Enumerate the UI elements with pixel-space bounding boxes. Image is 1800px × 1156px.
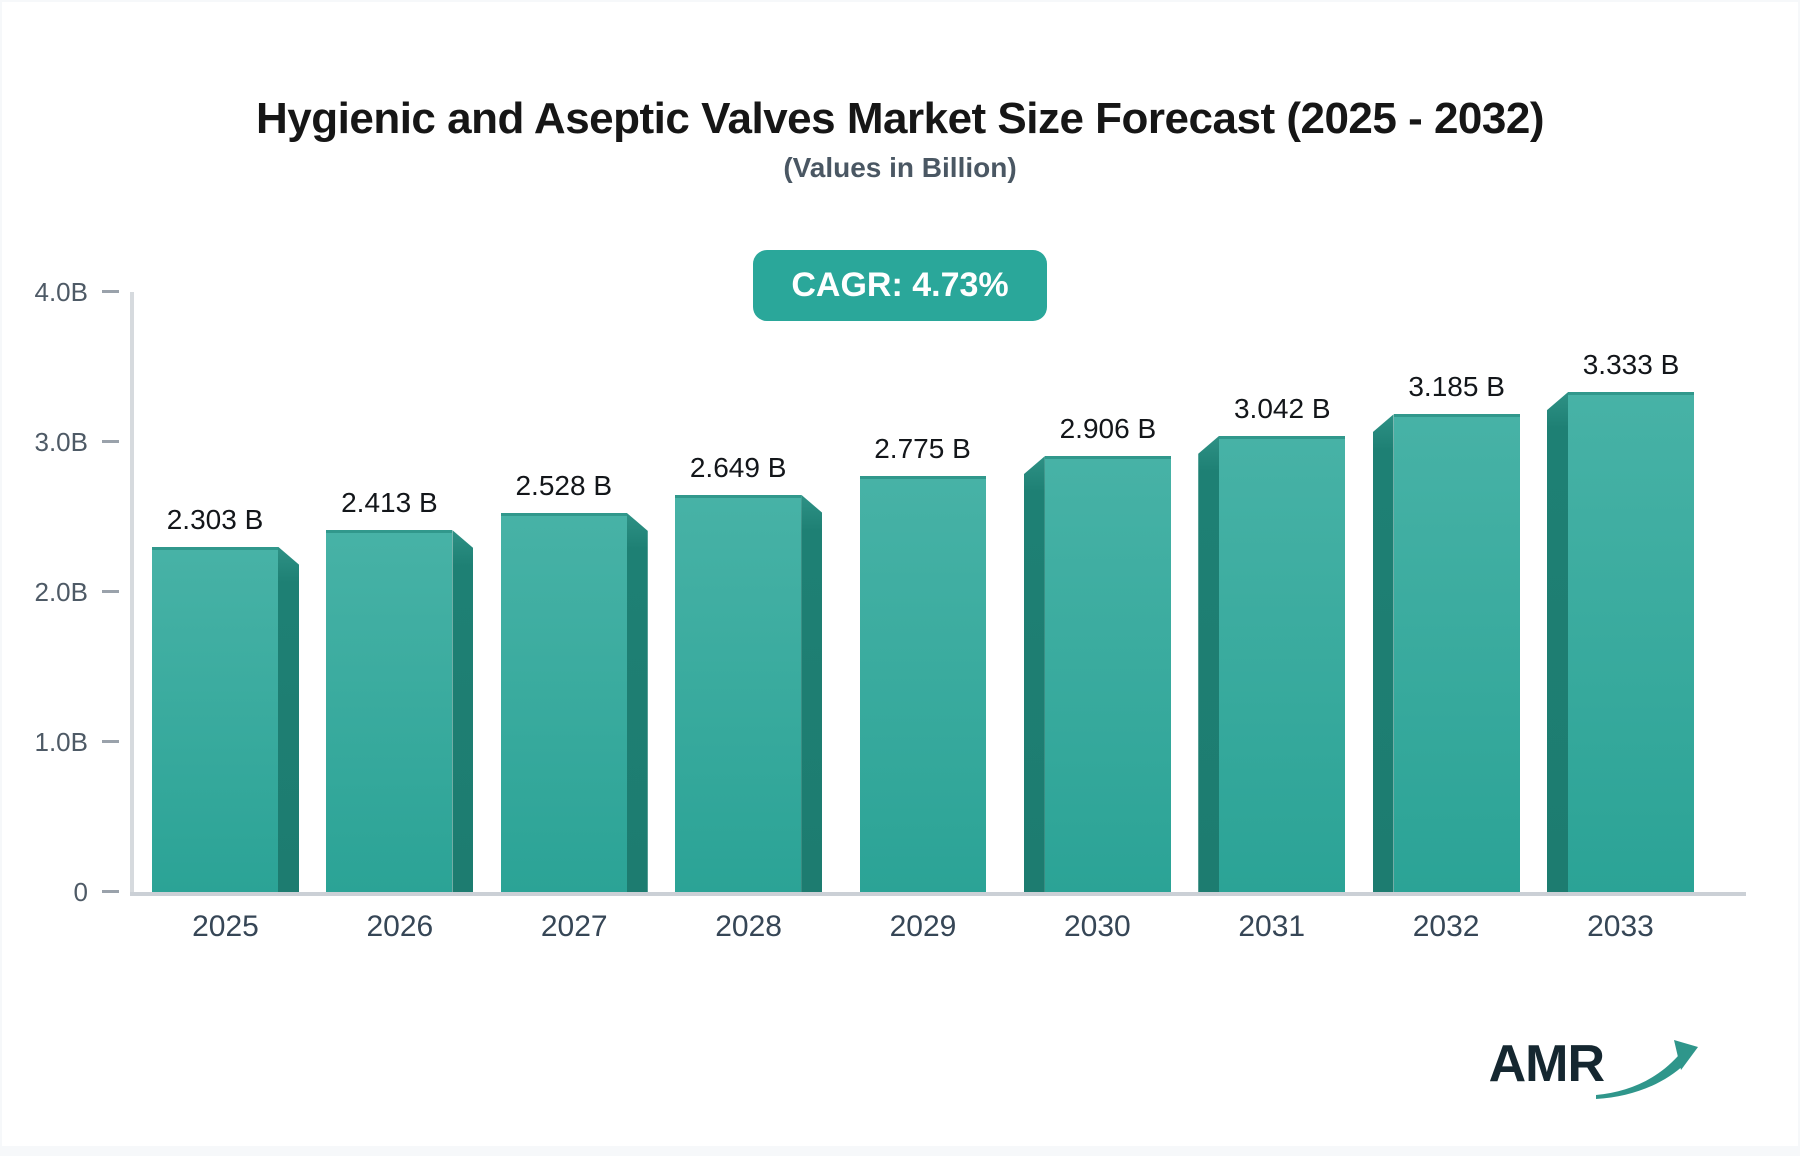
bar-3d-side <box>626 512 648 892</box>
bar-3d-side <box>1023 456 1045 892</box>
bar-2029: 2.775 B 2029 <box>850 433 997 943</box>
bar-3d-side <box>1547 392 1568 892</box>
x-axis-label-2025: 2025 <box>192 910 259 943</box>
bar-2026: 2.413 B 2026 <box>326 487 474 943</box>
bar-3d-side <box>1372 414 1394 892</box>
y-tick-label: 0 <box>73 877 88 907</box>
x-axis-label-2029: 2029 <box>889 910 957 943</box>
bar-value-label: 2.413 B <box>341 487 438 519</box>
cagr-badge-row: CAGR: 4.73% <box>2 250 1798 321</box>
bar-face <box>326 530 453 892</box>
plot-area: 4.0B 3.0B 2.0B 1.0B 0 2.303 B 2025 2.413 B 2026… <box>35 277 1746 943</box>
bar-face <box>1044 456 1171 892</box>
chart-subtitle: (Values in Billion) <box>783 152 1017 183</box>
bar-face <box>1568 392 1694 892</box>
bar-value-label: 2.528 B <box>515 469 613 501</box>
x-axis-label-2032: 2032 <box>1412 910 1480 943</box>
x-axis-label-2033: 2033 <box>1587 910 1654 943</box>
x-axis-baseline <box>130 892 1746 896</box>
growth-arrow-icon <box>1596 1040 1698 1099</box>
x-axis-label-2028: 2028 <box>715 910 782 943</box>
bar-3d-side <box>1198 435 1220 892</box>
y-tick-label: 1.0B <box>34 727 89 757</box>
bar-face <box>1219 435 1346 892</box>
y-tick-mark <box>102 440 119 443</box>
bar-3d-side <box>452 530 474 892</box>
x-axis-label-2030: 2030 <box>1064 910 1131 943</box>
bar-3d-side <box>278 546 299 892</box>
x-axis-label-2027: 2027 <box>540 910 608 943</box>
bar-2033: 3.333 B 2033 <box>1547 349 1694 943</box>
bar-value-label: 3.333 B <box>1582 349 1680 381</box>
bar-2032: 3.185 B 2032 <box>1372 371 1520 943</box>
chart-title: Hygienic and Aseptic Valves Market Size … <box>256 94 1545 143</box>
bar-value-label: 2.906 B <box>1059 413 1157 445</box>
x-axis-label-2031: 2031 <box>1238 910 1306 943</box>
bar-face <box>152 546 278 892</box>
y-tick-mark <box>102 740 119 743</box>
y-tick-label: 4.0B <box>34 277 89 307</box>
bar-2030: 2.906 B 2030 <box>1023 413 1171 943</box>
bar-face <box>675 494 802 892</box>
bar-face <box>1393 414 1520 892</box>
y-tick-mark <box>102 590 119 593</box>
y-tick-mark <box>102 890 119 893</box>
bar-face <box>500 512 627 892</box>
bar-value-label: 2.303 B <box>166 503 264 535</box>
x-axis-label-2026: 2026 <box>366 910 434 943</box>
bar-value-label: 2.649 B <box>689 451 787 483</box>
bar-value-label: 3.042 B <box>1233 392 1331 424</box>
bar-2025: 2.303 B 2025 <box>152 504 299 943</box>
bar-3d-side <box>801 494 823 892</box>
amr-logo: AMR <box>1489 1038 1698 1100</box>
cagr-badge: CAGR: 4.73% <box>753 250 1047 321</box>
y-axis-line <box>130 292 134 896</box>
bar-2028: 2.649 B 2028 <box>675 452 823 943</box>
bar-value-label: 2.775 B <box>874 432 971 464</box>
amr-logo-text: AMR <box>1488 1035 1605 1093</box>
bar-face <box>859 475 986 892</box>
bar-value-label: 3.185 B <box>1408 371 1505 403</box>
bar-2027: 2.528 B 2027 <box>500 470 648 943</box>
bar-series: 2.303 B 2025 2.413 B 2026 2.528 B 2027 2.649 B… <box>132 292 1744 943</box>
y-tick-label: 3.0B <box>34 427 89 457</box>
y-tick-mark <box>102 290 119 293</box>
bar-2031: 3.042 B 2031 <box>1198 393 1346 943</box>
y-tick-label: 2.0B <box>34 577 89 607</box>
